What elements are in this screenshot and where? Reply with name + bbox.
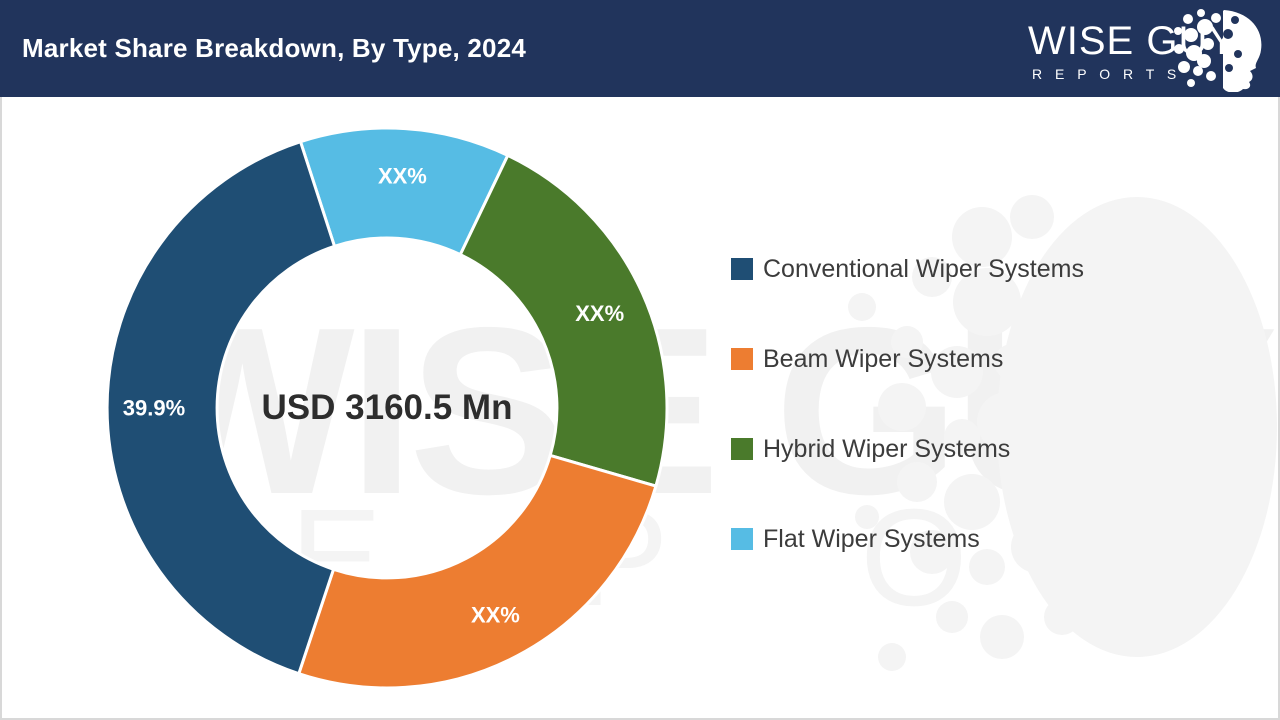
- legend-item-hybrid-wiper-systems: Hybrid Wiper Systems: [731, 434, 1084, 464]
- slice-label-hybrid-wiper-systems: XX%: [575, 301, 624, 326]
- legend-label: Conventional Wiper Systems: [763, 254, 1084, 283]
- header-bar: Market Share Breakdown, By Type, 2024 WI…: [0, 0, 1280, 97]
- slice-label-conventional-wiper-systems: 39.9%: [123, 395, 185, 420]
- legend-label: Flat Wiper Systems: [763, 524, 980, 553]
- wiseguy-reports-logo: WISE GUY R E P O R T S: [1028, 8, 1262, 92]
- legend-swatch-icon: [731, 438, 753, 460]
- chart-canvas: WISE GUY E P O XX% XX% XX% 39.9% USD 3160.5…: [0, 97, 1280, 720]
- legend-item-beam-wiper-systems: Beam Wiper Systems: [731, 344, 1084, 374]
- page-title: Market Share Breakdown, By Type, 2024: [22, 33, 527, 63]
- slice-conventional-wiper-systems: [105, 140, 336, 676]
- logo-subtext: R E P O R T S: [1032, 66, 1181, 82]
- legend-label: Hybrid Wiper Systems: [763, 434, 1011, 463]
- legend-swatch-icon: [731, 528, 753, 550]
- slice-hybrid-wiper-systems: [458, 153, 669, 488]
- legend-item-flat-wiper-systems: Flat Wiper Systems: [731, 524, 1084, 554]
- logo-face-icon: [1174, 8, 1262, 92]
- watermark-face-icon: [848, 195, 1277, 671]
- legend-label: Beam Wiper Systems: [763, 344, 1004, 373]
- legend-swatch-icon: [731, 348, 753, 370]
- slice-beam-wiper-systems: [297, 453, 658, 690]
- donut-center-value: USD 3160.5 Mn: [261, 388, 513, 427]
- slice-label-beam-wiper-systems: XX%: [471, 602, 520, 627]
- legend-swatch-icon: [731, 258, 753, 280]
- donut-chart: XX% XX% XX% 39.9%: [105, 126, 669, 690]
- legend-item-conventional-wiper-systems: Conventional Wiper Systems: [731, 254, 1084, 284]
- slice-label-flat-wiper-systems: XX%: [378, 164, 427, 189]
- chart-legend: Conventional Wiper Systems Beam Wiper Sys…: [731, 254, 1084, 614]
